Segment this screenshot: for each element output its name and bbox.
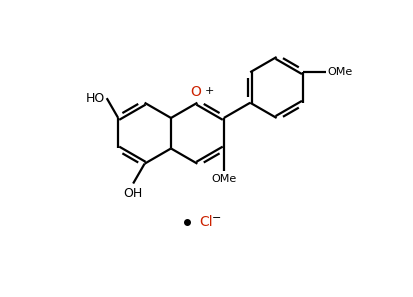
Text: HO: HO — [86, 92, 105, 105]
Text: OMe: OMe — [211, 174, 236, 184]
Text: OH: OH — [123, 187, 143, 200]
Text: Cl: Cl — [199, 215, 213, 229]
Text: O: O — [190, 85, 201, 99]
Text: −: − — [212, 213, 222, 223]
Text: +: + — [205, 86, 214, 96]
Text: OMe: OMe — [328, 67, 353, 77]
